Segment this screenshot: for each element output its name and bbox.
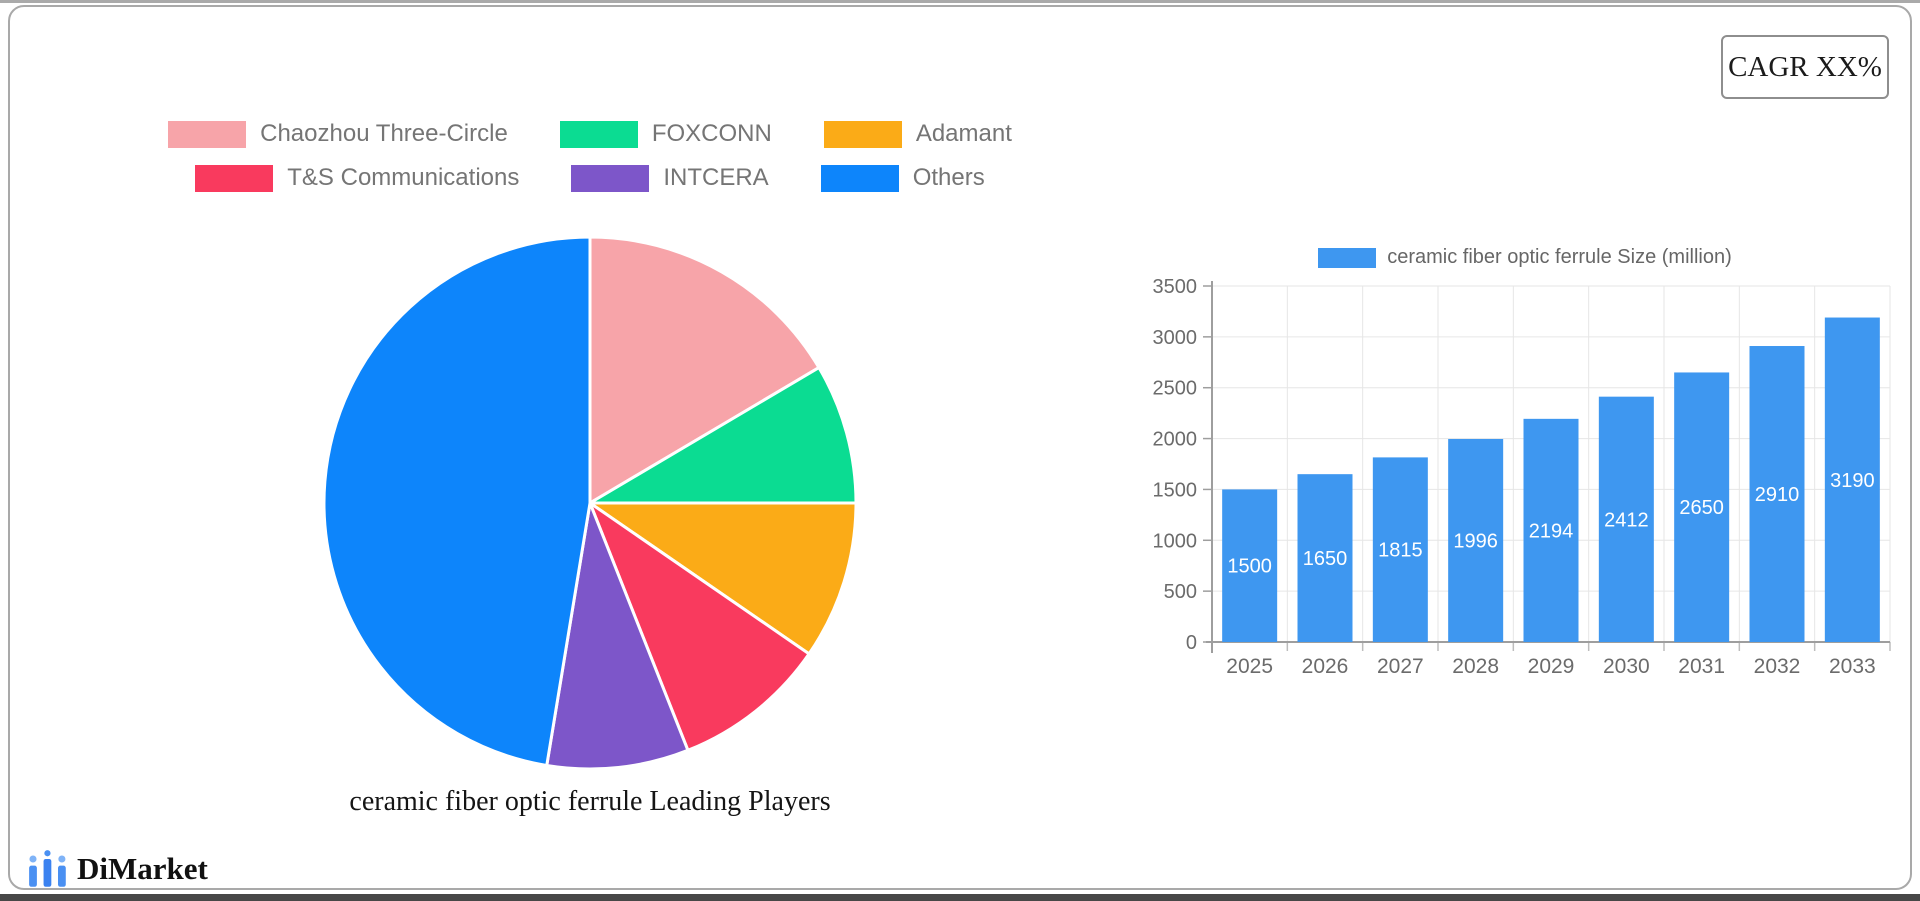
pie-slice — [588, 501, 858, 656]
bar-value-label: 1650 — [1303, 548, 1348, 570]
legend-label: T&S Communications — [287, 164, 520, 191]
pie-slice — [545, 501, 690, 771]
pie-chart-title: ceramic fiber optic ferrule Leading Play… — [349, 786, 831, 817]
pie-slice — [322, 235, 592, 767]
bar-legend-swatch — [1318, 247, 1377, 268]
bar — [1297, 474, 1353, 642]
bar-value-label: 1815 — [1378, 540, 1423, 562]
y-tick-label: 1000 — [1153, 530, 1198, 552]
legend-item: Others — [820, 164, 985, 192]
bar — [1222, 489, 1278, 642]
y-tick-label: 2000 — [1153, 429, 1198, 451]
bar-chart: 0 500 1000 1500 2000 2500 3000 3500 1500 2025 1650… — [1153, 276, 1891, 678]
bar-value-label: 1996 — [1453, 530, 1498, 552]
legend-label: Adamant — [915, 120, 1012, 147]
report-card-border — [8, 5, 1912, 890]
y-tick-label: 0 — [1186, 632, 1197, 654]
bar — [1824, 317, 1880, 642]
legend-swatch — [820, 164, 899, 192]
brand-logo: DiMarket — [28, 850, 208, 888]
legend-item: INTCERA — [571, 164, 769, 192]
pie-slice — [588, 501, 811, 752]
bar-chart-logo-icon — [29, 850, 66, 887]
x-axis-label: 2032 — [1754, 655, 1801, 678]
bar — [1598, 396, 1654, 642]
x-axis-label: 2025 — [1226, 655, 1273, 678]
y-tick-label: 1500 — [1153, 479, 1198, 501]
bottom-edge-strip — [0, 894, 1920, 901]
bar-value-label: 2650 — [1679, 497, 1724, 519]
legend-item: Adamant — [823, 120, 1012, 148]
x-axis-label: 2030 — [1603, 655, 1650, 678]
y-tick-label: 3000 — [1153, 327, 1198, 349]
cagr-badge: CAGR XX% — [1721, 35, 1889, 99]
x-axis-label: 2026 — [1302, 655, 1349, 678]
pie-slice — [588, 366, 858, 505]
bar — [1372, 457, 1428, 642]
legend-row: Chaozhou Three-Circle FOXCONN Adamant — [168, 120, 1012, 148]
x-axis-label: 2028 — [1452, 655, 1499, 678]
legend-row: T&S Communications INTCERA Others — [195, 164, 985, 192]
bar — [1674, 372, 1730, 642]
legend-swatch — [571, 164, 650, 192]
bar-chart-legend: ceramic fiber optic ferrule Size (millio… — [1140, 246, 1910, 269]
y-tick-label: 500 — [1164, 581, 1197, 603]
cagr-label: CAGR XX% — [1728, 50, 1882, 83]
legend-swatch — [195, 164, 274, 192]
legend-swatch — [559, 120, 638, 148]
x-axis-label: 2029 — [1528, 655, 1575, 678]
top-edge-strip — [0, 0, 1920, 3]
legend-label: FOXCONN — [651, 120, 772, 147]
x-axis-label: 2027 — [1377, 655, 1424, 678]
pie-legend: Chaozhou Three-Circle FOXCONN Adamant T&S C… — [0, 120, 1180, 192]
pie-slice — [588, 235, 821, 505]
x-axis-label: 2031 — [1678, 655, 1725, 678]
bar — [1749, 346, 1805, 642]
legend-label: INTCERA — [663, 164, 769, 191]
brand-logo-text: DiMarket — [77, 851, 208, 886]
bar-value-label: 2194 — [1529, 520, 1574, 542]
y-tick-label: 2500 — [1153, 378, 1198, 400]
legend-swatch — [823, 120, 902, 148]
y-tick-label: 3500 — [1153, 276, 1198, 298]
bar-value-label: 1500 — [1227, 556, 1272, 578]
x-axis-label: 2033 — [1829, 655, 1876, 678]
bar-value-label: 3190 — [1830, 470, 1875, 492]
bar — [1523, 418, 1579, 642]
bar — [1448, 438, 1504, 642]
legend-swatch — [168, 120, 247, 148]
bar-value-label: 2910 — [1755, 484, 1800, 506]
legend-label: Others — [912, 164, 985, 191]
pie-chart — [322, 235, 858, 771]
bar-legend-label: ceramic fiber optic ferrule Size (millio… — [1387, 246, 1732, 268]
legend-item: FOXCONN — [559, 120, 772, 148]
legend-item: T&S Communications — [195, 164, 519, 192]
bar-value-label: 2412 — [1604, 509, 1649, 531]
legend-label: Chaozhou Three-Circle — [260, 120, 508, 147]
legend-item: Chaozhou Three-Circle — [168, 120, 508, 148]
